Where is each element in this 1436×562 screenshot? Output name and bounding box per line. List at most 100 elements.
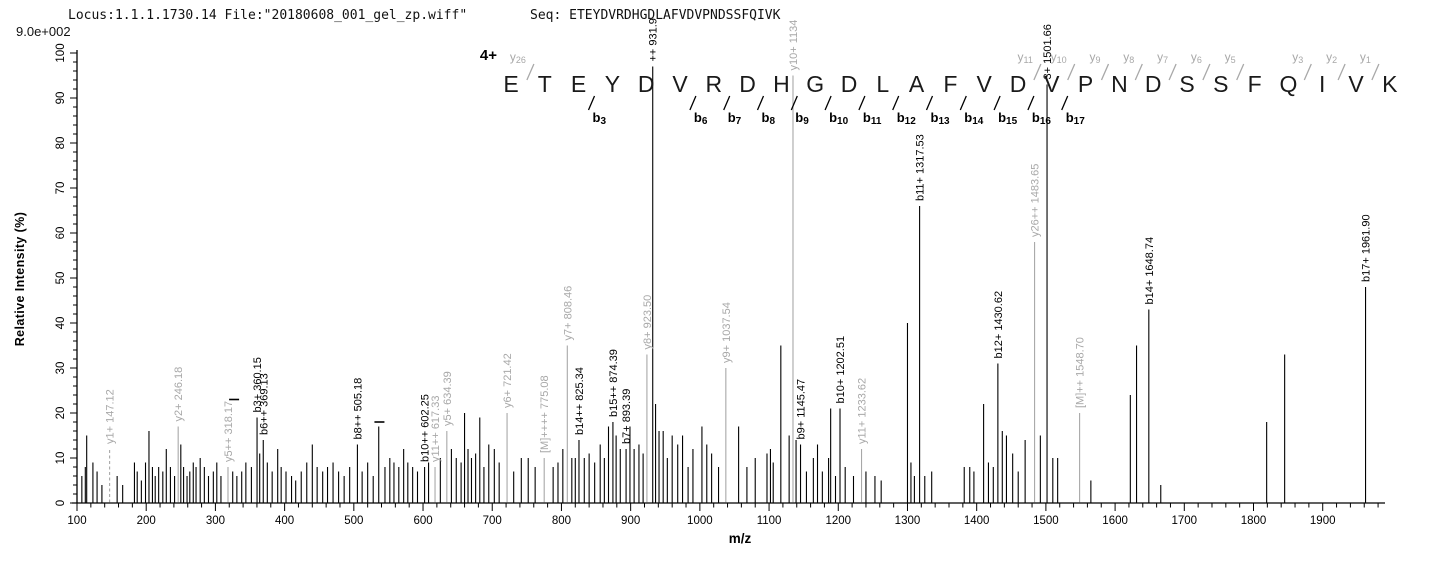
x-tick-label: 800 xyxy=(552,515,571,527)
peak-label: y5+ 634.39 xyxy=(442,371,454,426)
peak-label: 3+ 1501.66 xyxy=(1042,24,1054,79)
b-ion-slash xyxy=(587,95,596,111)
x-axis-title: m/z xyxy=(728,531,752,546)
y-ion-slash xyxy=(1134,63,1143,81)
y-axis-ticks: 0 10 20 30 40 50 60 70 80 90 100 xyxy=(55,43,77,506)
b-ion-slash xyxy=(790,95,798,111)
sequence-letter: D xyxy=(1010,71,1027,97)
x-tick-label: 1500 xyxy=(1033,515,1059,527)
x-tick-label: 1000 xyxy=(687,515,713,527)
x-tick-label: 1300 xyxy=(895,515,921,527)
peak-label: y6+ 721.42 xyxy=(502,353,514,408)
y-ion-slash xyxy=(526,63,535,81)
peak-label: y10+ 1134 xyxy=(788,20,800,71)
x-tick-label: 1700 xyxy=(1172,515,1198,527)
x-tick-label: 1100 xyxy=(757,515,782,527)
y-ion-slash xyxy=(1202,63,1211,81)
y-tick-label: 30 xyxy=(55,362,67,375)
x-tick-label: 1900 xyxy=(1310,515,1336,527)
sequence-letter: N xyxy=(1111,71,1128,97)
precursor-charge: 4+ xyxy=(480,47,497,64)
peak-label: b14++ 825.34 xyxy=(574,367,586,435)
b-ion-slash xyxy=(824,95,832,111)
b-ion-label: b15 xyxy=(998,110,1018,127)
b-ion-slash xyxy=(1027,95,1035,111)
peak-label: b10++ 602.25 xyxy=(420,394,432,462)
y-tick-label: 10 xyxy=(55,452,67,465)
peak-label: y11+ 1233.62 xyxy=(857,378,869,444)
y-ion-slash xyxy=(1067,63,1076,81)
y-tick-label: 80 xyxy=(55,137,67,150)
y-tick-label: 100 xyxy=(55,43,67,62)
y-ion-label: y11 xyxy=(1018,50,1033,65)
header-sequence: Seq: ETEYDVRDHGDLAFVDVPNDSSFQIVK xyxy=(530,8,781,23)
peak-label: y9+ 1037.54 xyxy=(721,302,733,363)
b-ion-slash xyxy=(689,95,697,111)
y-ion-label: y10 xyxy=(1051,50,1067,65)
y-ion-label: y6 xyxy=(1191,50,1202,65)
x-tick-label: 600 xyxy=(413,515,432,527)
peak-label: b6++ 369.13 xyxy=(258,373,270,435)
peak-label: y26++ 1483.65 xyxy=(1030,164,1042,237)
y-ion-label: y9 xyxy=(1089,50,1100,65)
b-ion-label: b8 xyxy=(762,110,776,127)
peak-labels-group: y1+ 147.12 y2+ 246.18 y5++ 318.17 b3+ 360.1… xyxy=(105,18,1373,462)
b-ion-label: b13 xyxy=(931,110,951,127)
peak-label: [M]++ 1548.70 xyxy=(1075,337,1087,408)
y-tick-label: 40 xyxy=(55,317,67,330)
sequence-letter: P xyxy=(1078,71,1093,97)
x-tick-label: 700 xyxy=(483,515,502,527)
b-ion-slash xyxy=(993,95,1001,111)
b-ion-label: b10 xyxy=(829,110,849,127)
y-ion-label: y5 xyxy=(1225,50,1236,65)
peak-label: [M]++++ 775.08 xyxy=(539,375,551,453)
y-ion-label: y2 xyxy=(1326,50,1337,65)
sequence-letter: E xyxy=(503,71,518,97)
sequence-letter: F xyxy=(1248,71,1262,97)
sequence-letter: V xyxy=(977,71,993,97)
b-ion-label: b16 xyxy=(1032,110,1052,127)
x-tick-label: 1400 xyxy=(964,515,990,527)
sequence-letter: K xyxy=(1382,71,1398,97)
b-ion-label: b11 xyxy=(863,110,882,127)
peak-label: b8++ 505.18 xyxy=(352,378,364,440)
x-tick-label: 100 xyxy=(67,515,86,527)
peak-label: y7+ 808.46 xyxy=(562,286,574,341)
peak-label: y1+ 147.12 xyxy=(105,389,117,444)
y-ion-slash xyxy=(1303,63,1312,81)
sequence-letter: S xyxy=(1179,71,1194,97)
peak-label: b10+ 1202.51 xyxy=(835,336,847,404)
peak-label: b11+ 1317.53 xyxy=(915,134,927,201)
x-tick-label: 400 xyxy=(275,515,294,527)
base-peak-scale-note: 9.0e+002 xyxy=(16,24,71,39)
b-ion-slash xyxy=(723,95,731,111)
b-ion-slash xyxy=(959,95,967,111)
peak-label: b14+ 1648.74 xyxy=(1144,237,1156,305)
peak-label: b12+ 1430.62 xyxy=(993,291,1005,359)
peak-label: y5++ 318.17 xyxy=(223,401,235,462)
sequence-letter: L xyxy=(876,71,889,97)
b-ion-label: b6 xyxy=(694,110,708,127)
sequence-letter: D xyxy=(841,71,858,97)
y-ion-label: y1 xyxy=(1360,50,1371,65)
sequence-letter: V xyxy=(1044,71,1060,97)
b-ion-slash xyxy=(1061,95,1069,111)
sequence-letter: I xyxy=(1319,71,1325,97)
b-ion-label: b7 xyxy=(728,110,742,127)
sequence-letter: D xyxy=(638,71,655,97)
y-ion-slash xyxy=(1337,63,1346,81)
x-tick-label: 300 xyxy=(206,515,225,527)
b-ion-label: b9 xyxy=(795,110,809,127)
b-ion-label: b3 xyxy=(593,110,607,127)
x-tick-label: 1800 xyxy=(1241,515,1267,527)
y-ion-slash xyxy=(1236,63,1245,81)
y-tick-label: 0 xyxy=(55,500,67,506)
peak-label: y11++ 617.33 xyxy=(430,396,442,462)
x-tick-label: 1600 xyxy=(1102,515,1128,527)
y-ion-label: y3 xyxy=(1292,50,1303,65)
sequence-letter: H xyxy=(773,71,790,97)
y-ion-slash xyxy=(1033,63,1042,81)
